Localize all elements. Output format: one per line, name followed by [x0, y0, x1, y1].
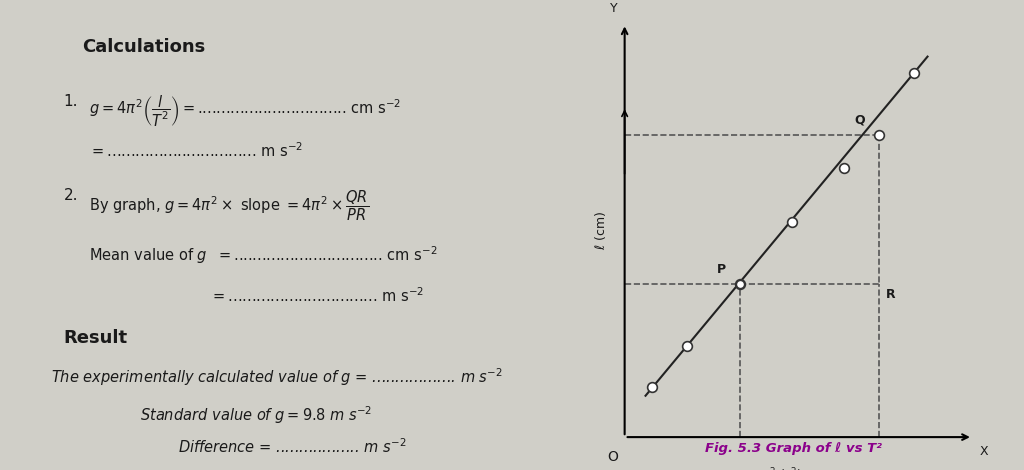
Text: Result: Result — [63, 329, 128, 347]
Text: Y: Y — [610, 2, 617, 15]
Text: Standard value of $g = 9.8$ m s$^{-2}$: Standard value of $g = 9.8$ m s$^{-2}$ — [139, 404, 372, 426]
Text: $= $................................ m s$^{-2}$: $= $................................ m s… — [89, 141, 303, 160]
Text: X: X — [980, 446, 988, 458]
Text: The experimentally calculated value of $g$ = .................. m s$^{-2}$: The experimentally calculated value of $… — [51, 367, 503, 388]
Text: Mean value of $g$  $= $................................ cm s$^{-2}$: Mean value of $g$ $= $..................… — [89, 244, 437, 266]
Text: O: O — [607, 449, 617, 463]
Text: Difference = .................. m s$^{-2}$: Difference = .................. m s$^{-2… — [178, 437, 407, 456]
Text: $g = 4\pi^2\left(\dfrac{l}{T^2}\right) = $................................ cm s$: $g = 4\pi^2\left(\dfrac{l}{T^2}\right) =… — [89, 94, 401, 129]
Text: 1.: 1. — [63, 94, 78, 109]
Text: Fig. 5.3 Graph of ℓ vs T²: Fig. 5.3 Graph of ℓ vs T² — [706, 442, 882, 455]
Text: $\ell$ (cm): $\ell$ (cm) — [593, 211, 608, 250]
Text: By graph, $g = 4\pi^2 \times$ slope $= 4\pi^2 \times \dfrac{QR}{PR}$: By graph, $g = 4\pi^2 \times$ slope $= 4… — [89, 188, 369, 223]
Text: Q: Q — [854, 114, 865, 127]
Text: $T^2$ (s$^2$): $T^2$ (s$^2$) — [761, 466, 802, 470]
Text: P: P — [717, 263, 726, 276]
Text: 2.: 2. — [63, 188, 78, 203]
Text: R: R — [886, 288, 895, 301]
Text: Calculations: Calculations — [83, 38, 206, 55]
Text: $= $................................ m s$^{-2}$: $= $................................ m s… — [210, 287, 424, 306]
